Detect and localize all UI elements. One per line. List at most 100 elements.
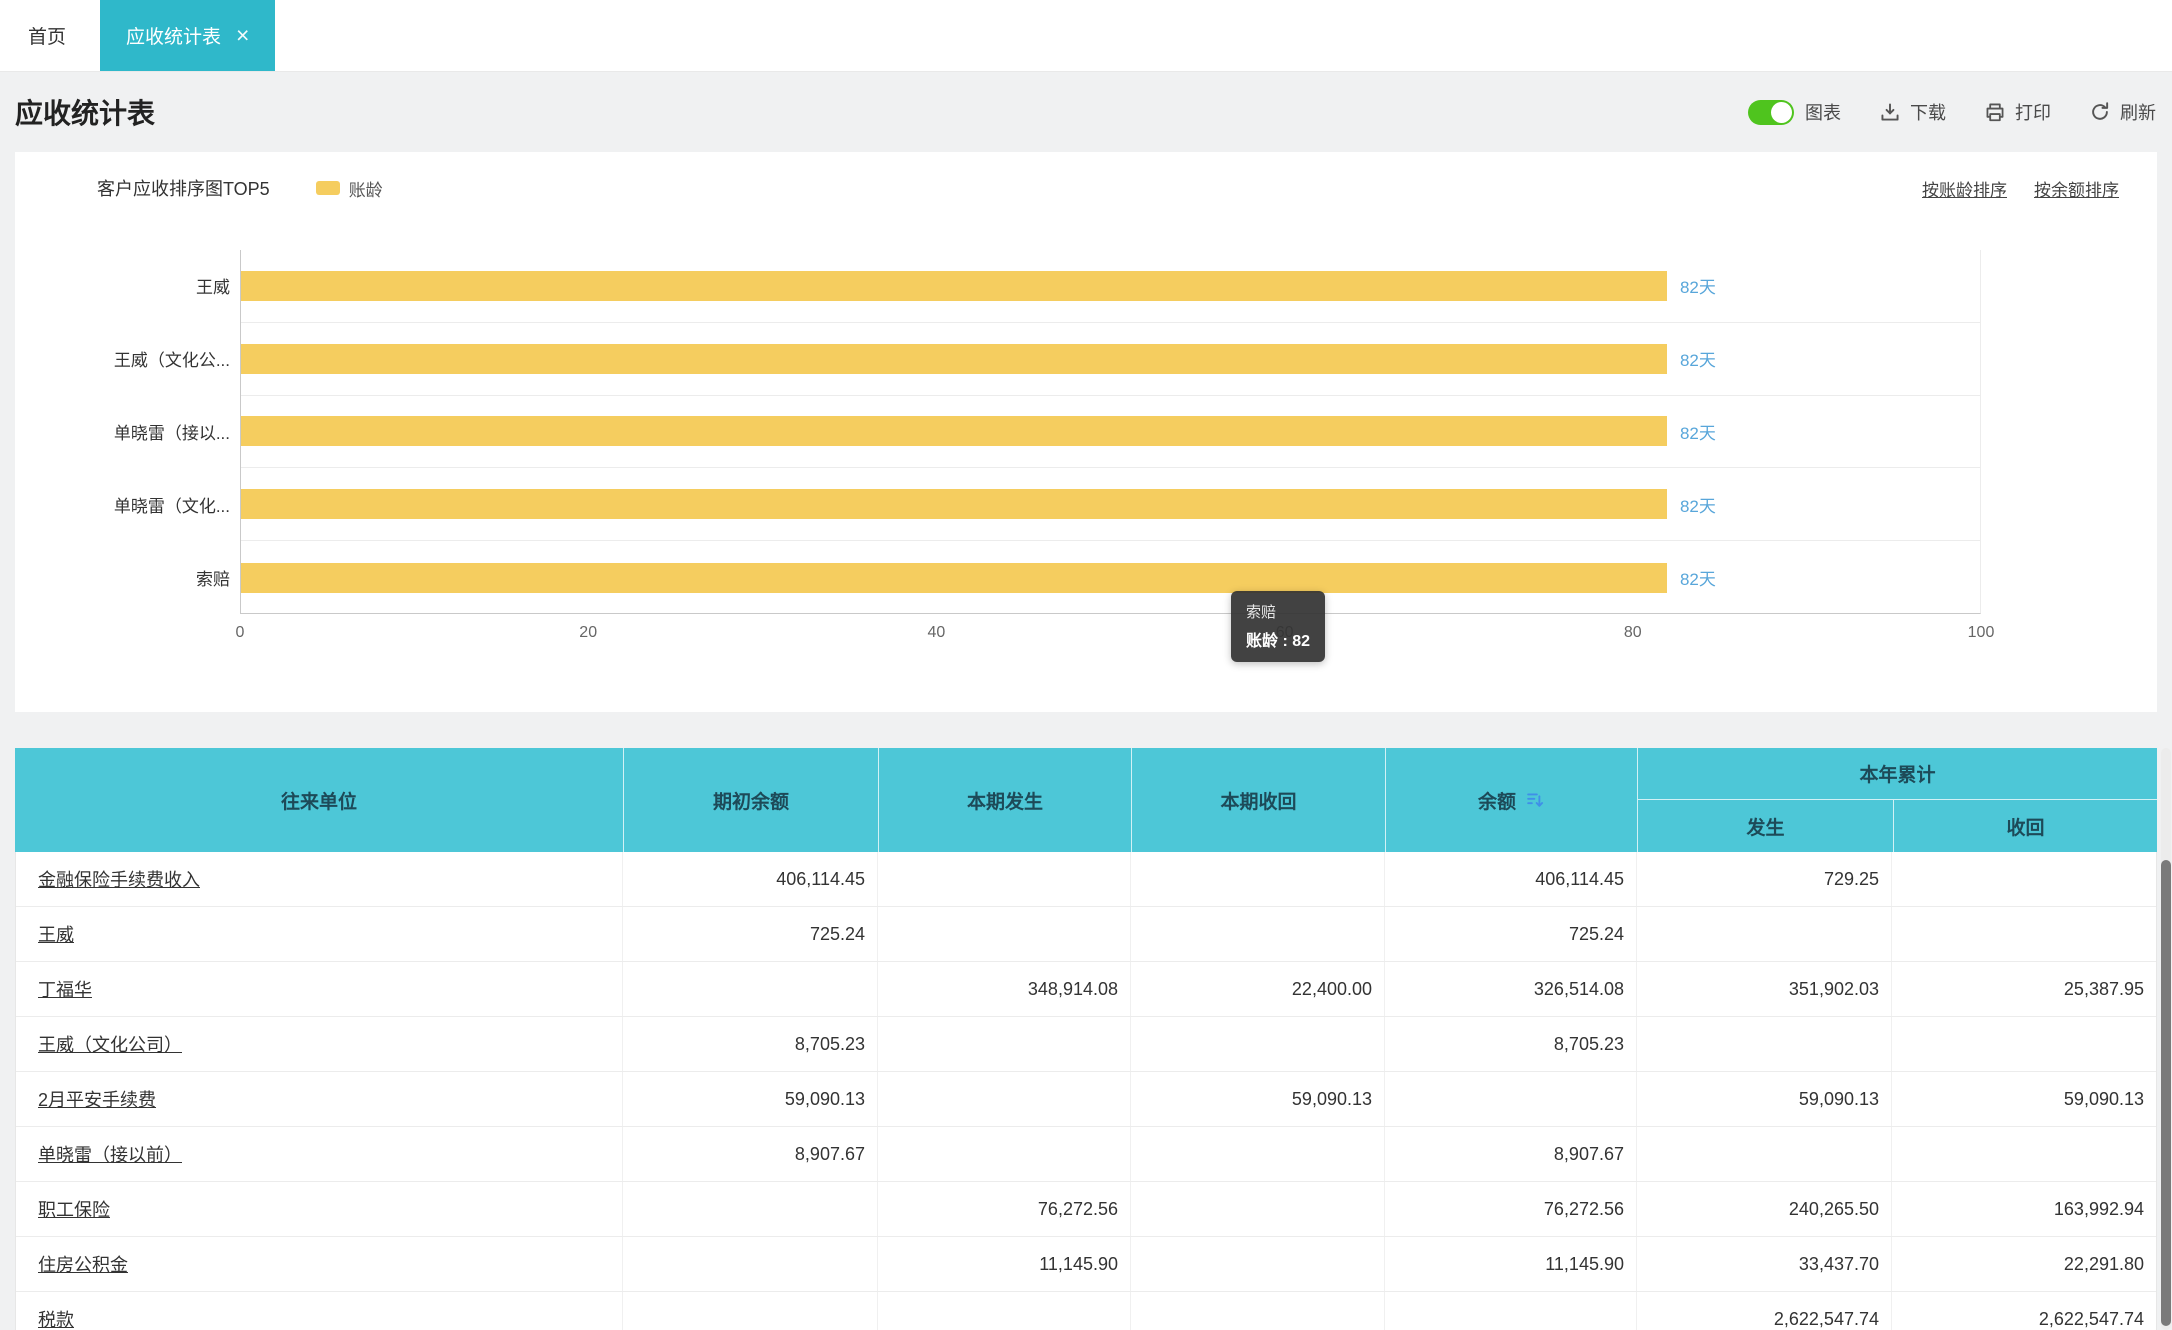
cell-current-incurred [878,907,1131,961]
col-balance[interactable]: 余额 [1385,748,1637,852]
cell-opening-balance: 8,705.23 [623,1017,878,1071]
cell-ytd-received [1892,1127,2156,1181]
company-link[interactable]: 税款 [38,1310,74,1330]
tab-close-icon[interactable]: × [236,22,250,48]
col-opening-balance: 期初余额 [623,748,878,852]
cell-opening-balance [623,962,878,1016]
table-row: 2月平安手续费 59,090.13 59,090.13 59,090.13 59… [16,1072,2156,1127]
x-tick-label: 80 [1623,624,1642,641]
chart-card: 客户应收排序图TOP5 账龄 按账龄排序 按余额排序 王威 82天 王威（文化公… [15,152,2157,712]
tab-receivable-stats-label: 应收统计表 [126,27,222,48]
bar[interactable] [241,562,1667,593]
bar-category-label: 王威（文化公... [113,351,230,371]
company-link[interactable]: 王威 [38,925,74,945]
company-link[interactable]: 丁福华 [38,980,92,1000]
legend-swatch-icon [315,181,340,195]
chart-band: 单晓雷（接以... 82天 [114,396,1980,469]
cell-current-incurred [878,1127,1131,1181]
cell-current-incurred [878,852,1131,906]
cell-current-received [1131,1182,1385,1236]
tooltip-value: 账龄 : 82 [1246,633,1311,650]
print-button[interactable]: 打印 [1984,99,2051,125]
cell-company: 丁福华 [16,962,623,1016]
cell-ytd-received: 22,291.80 [2063,1253,2144,1274]
table-row: 王威 725.24 725.24 [16,907,2156,962]
company-link[interactable]: 2月平安手续费 [38,1090,157,1110]
chart-band: 王威 82天 [196,250,1980,323]
col-balance-label: 余额 [1477,791,1516,813]
scrollbar-track[interactable] [2161,748,2171,1330]
cell-balance: 406,114.45 [1385,852,1637,906]
tab-receivable-stats[interactable]: 应收统计表 × [100,0,276,71]
cell-balance: 8,907.67 [1385,1127,1637,1181]
table-row: 王威（文化公司） 8,705.23 8,705.23 [16,1017,2156,1072]
bar[interactable] [241,489,1667,520]
sort-by-aging-link[interactable]: 按账龄排序 [1922,180,2007,200]
cell-company: 职工保险 [16,1182,623,1236]
col-current-received: 本期收回 [1131,748,1385,852]
cell-current-incurred: 348,914.08 [878,962,1131,1016]
x-tick-label: 100 [1967,624,1995,641]
cell-ytd-received [1892,1017,2156,1071]
download-icon [1881,103,1899,121]
cell-current-incurred [878,1017,1131,1071]
cell-balance: 326,514.08 [1385,962,1637,1016]
cell-ytd-incurred [1637,1127,1892,1181]
refresh-label: 刷新 [2120,103,2156,123]
table-row: 住房公积金 11,145.90 11,145.90 33,437.70 22,2… [16,1237,2156,1292]
tab-home[interactable]: 首页 [28,27,67,48]
cell-current-incurred: 11,145.90 [878,1237,1131,1291]
chart-legend[interactable]: 账龄 [315,176,383,201]
bar-value-label: 82天 [1679,570,1716,590]
cell-opening-balance: 725.24 [623,907,878,961]
company-link[interactable]: 金融保险手续费收入 [38,870,200,890]
cell-ytd-incurred [1637,907,1892,961]
cell-ytd-incurred: 2,622,547.74 [1637,1292,1892,1330]
receivables-table: 往来单位 期初余额 本期发生 本期收回 余额 本年累计 发生 收回 金融保险手续… [15,748,2157,1330]
x-tick-label: 0 [235,624,245,641]
col-ytd: 本年累计 [1638,748,2157,800]
company-link[interactable]: 住房公积金 [38,1255,128,1275]
chart-toggle-wrap: 图表 [1748,99,1841,125]
bar[interactable] [241,416,1667,447]
table-row: 丁福华 348,914.08 22,400.00 326,514.08 351,… [16,962,2156,1017]
refresh-button[interactable]: 刷新 [2089,99,2156,125]
cell-company: 金融保险手续费收入 [16,852,623,906]
scrollbar-thumb[interactable] [2161,860,2171,1326]
cell-opening-balance [623,1237,878,1291]
cell-ytd-received [1892,852,2156,906]
cell-company: 单晓雷（接以前） [16,1127,623,1181]
cell-current-incurred [878,1072,1131,1126]
company-link[interactable]: 王威（文化公司） [38,1035,182,1055]
cell-balance: 11,145.90 [1385,1237,1637,1291]
chart-toggle[interactable] [1748,99,1794,125]
page-title: 应收统计表 [15,98,156,129]
bar[interactable] [241,270,1667,301]
tooltip-title: 索赔 [1246,604,1277,621]
table-row: 金融保险手续费收入 406,114.45 406,114.45 729.25 [16,852,2156,907]
x-tick-label: 40 [927,624,946,641]
cell-opening-balance [623,1292,878,1330]
x-tick-label: 20 [579,624,598,641]
company-link[interactable]: 职工保险 [38,1200,110,1220]
table-row: 税款 2,622,547.74 2,622,547.74 [16,1292,2156,1330]
company-link[interactable]: 单晓雷（接以前） [38,1145,182,1165]
bar-value-label: 82天 [1679,278,1716,298]
sort-descending-icon[interactable] [1525,790,1545,810]
print-label: 打印 [2015,103,2051,123]
cell-company: 王威 [16,907,623,961]
table-row: 单晓雷（接以前） 8,907.67 8,907.67 [16,1127,2156,1182]
legend-label: 账龄 [348,180,383,200]
cell-balance [1385,1072,1637,1126]
cell-balance: 76,272.56 [1385,1182,1637,1236]
sort-by-balance-link[interactable]: 按余额排序 [2034,180,2119,200]
cell-company: 住房公积金 [16,1237,623,1291]
table-row: 职工保险 76,272.56 76,272.56 240,265.50 163,… [16,1182,2156,1237]
bar-category-label: 单晓雷（文化... [113,496,230,516]
table-header: 往来单位 期初余额 本期发生 本期收回 余额 本年累计 发生 收回 [15,748,2157,852]
cell-current-received [1131,1237,1385,1291]
bar[interactable] [241,343,1667,374]
cell-ytd-incurred [1637,1017,1892,1071]
download-button[interactable]: 下载 [1879,99,1946,125]
